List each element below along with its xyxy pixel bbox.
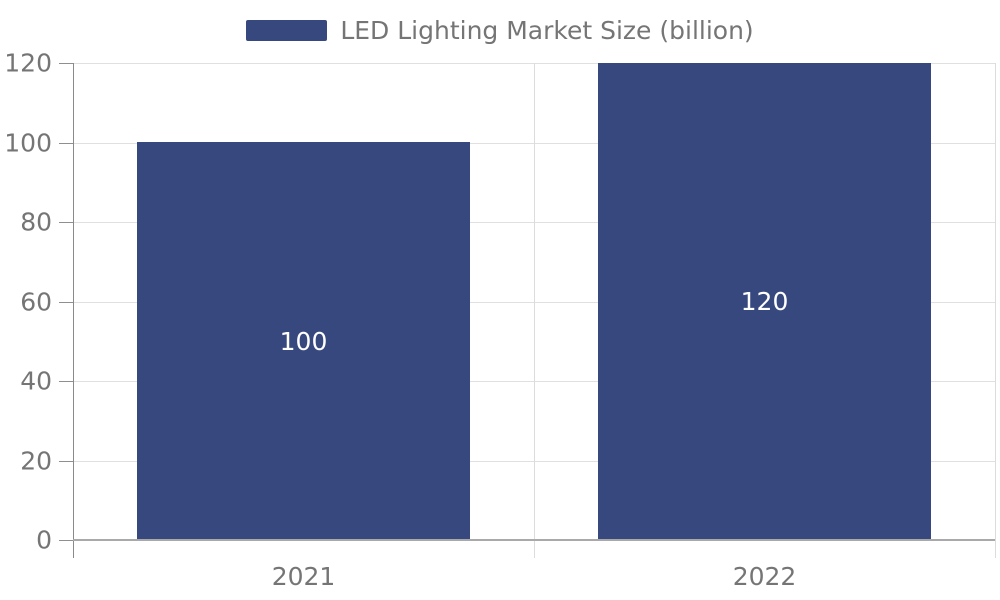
y-axis-tick-mark [59, 540, 73, 541]
y-axis-tick-mark [59, 461, 73, 462]
x-axis-line [73, 539, 995, 541]
y-axis-tick-mark [59, 63, 73, 64]
bar-value-label: 100 [279, 326, 328, 356]
bar-2021[interactable]: 100 [137, 142, 470, 540]
y-axis-tick-label: 100 [4, 128, 52, 157]
y-axis-tick-label: 0 [36, 525, 52, 555]
legend-series-label: LED Lighting Market Size (billion) [340, 16, 754, 45]
y-axis-tick-mark [59, 222, 73, 223]
y-axis-tick-mark [59, 143, 73, 144]
y-axis-tick-label: 60 [20, 287, 52, 316]
bar-2022[interactable]: 120 [598, 63, 931, 540]
x-axis-tick-label: 2022 [732, 562, 797, 591]
y-axis-tick-label: 20 [20, 446, 52, 475]
y-axis-tick-label: 120 [4, 48, 52, 78]
y-axis-tick-label: 40 [20, 366, 52, 396]
x-axis-tick-label: 2021 [271, 562, 336, 591]
gridline-vertical [534, 63, 535, 558]
legend[interactable]: LED Lighting Market Size (billion) [0, 17, 1000, 45]
legend-series-swatch-icon [246, 20, 328, 42]
y-axis-line [73, 63, 74, 558]
y-axis-tick-mark [59, 381, 73, 382]
y-axis-tick-label: 80 [20, 207, 52, 237]
gridline-vertical [995, 63, 996, 558]
bar-value-label: 120 [740, 287, 789, 316]
y-axis-tick-mark [59, 302, 73, 303]
